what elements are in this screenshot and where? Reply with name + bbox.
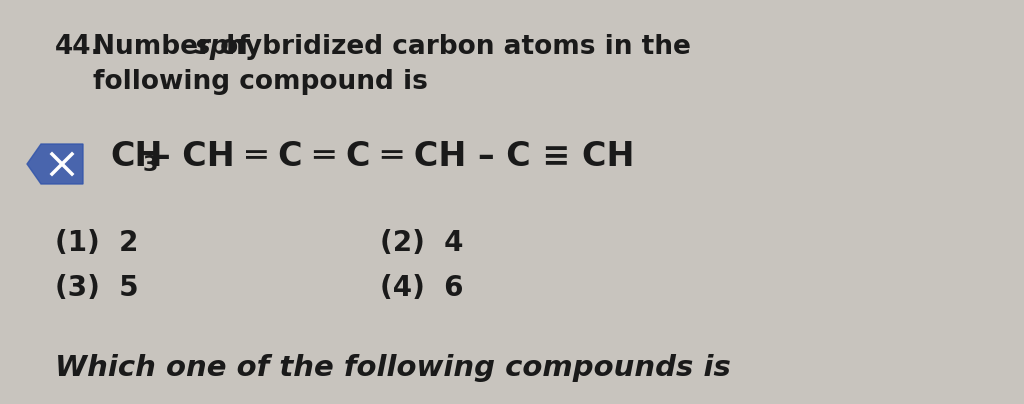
Text: (2)  4: (2) 4: [380, 229, 464, 257]
Polygon shape: [27, 144, 83, 184]
Text: following compound is: following compound is: [93, 69, 428, 95]
Text: – CH ═ C ═ C ═ CH – C ≡ CH: – CH ═ C ═ C ═ CH – C ≡ CH: [154, 139, 635, 173]
Text: Which one of the following compounds is: Which one of the following compounds is: [55, 354, 731, 382]
Text: 3: 3: [143, 155, 159, 175]
Text: (4)  6: (4) 6: [380, 274, 464, 302]
Text: 44.: 44.: [55, 34, 101, 60]
Text: (1)  2: (1) 2: [55, 229, 138, 257]
Text: CH: CH: [110, 139, 163, 173]
Text: sp: sp: [195, 34, 229, 60]
Text: Number of: Number of: [93, 34, 259, 60]
Text: hybridized carbon atoms in the: hybridized carbon atoms in the: [217, 34, 691, 60]
Text: (3)  5: (3) 5: [55, 274, 138, 302]
